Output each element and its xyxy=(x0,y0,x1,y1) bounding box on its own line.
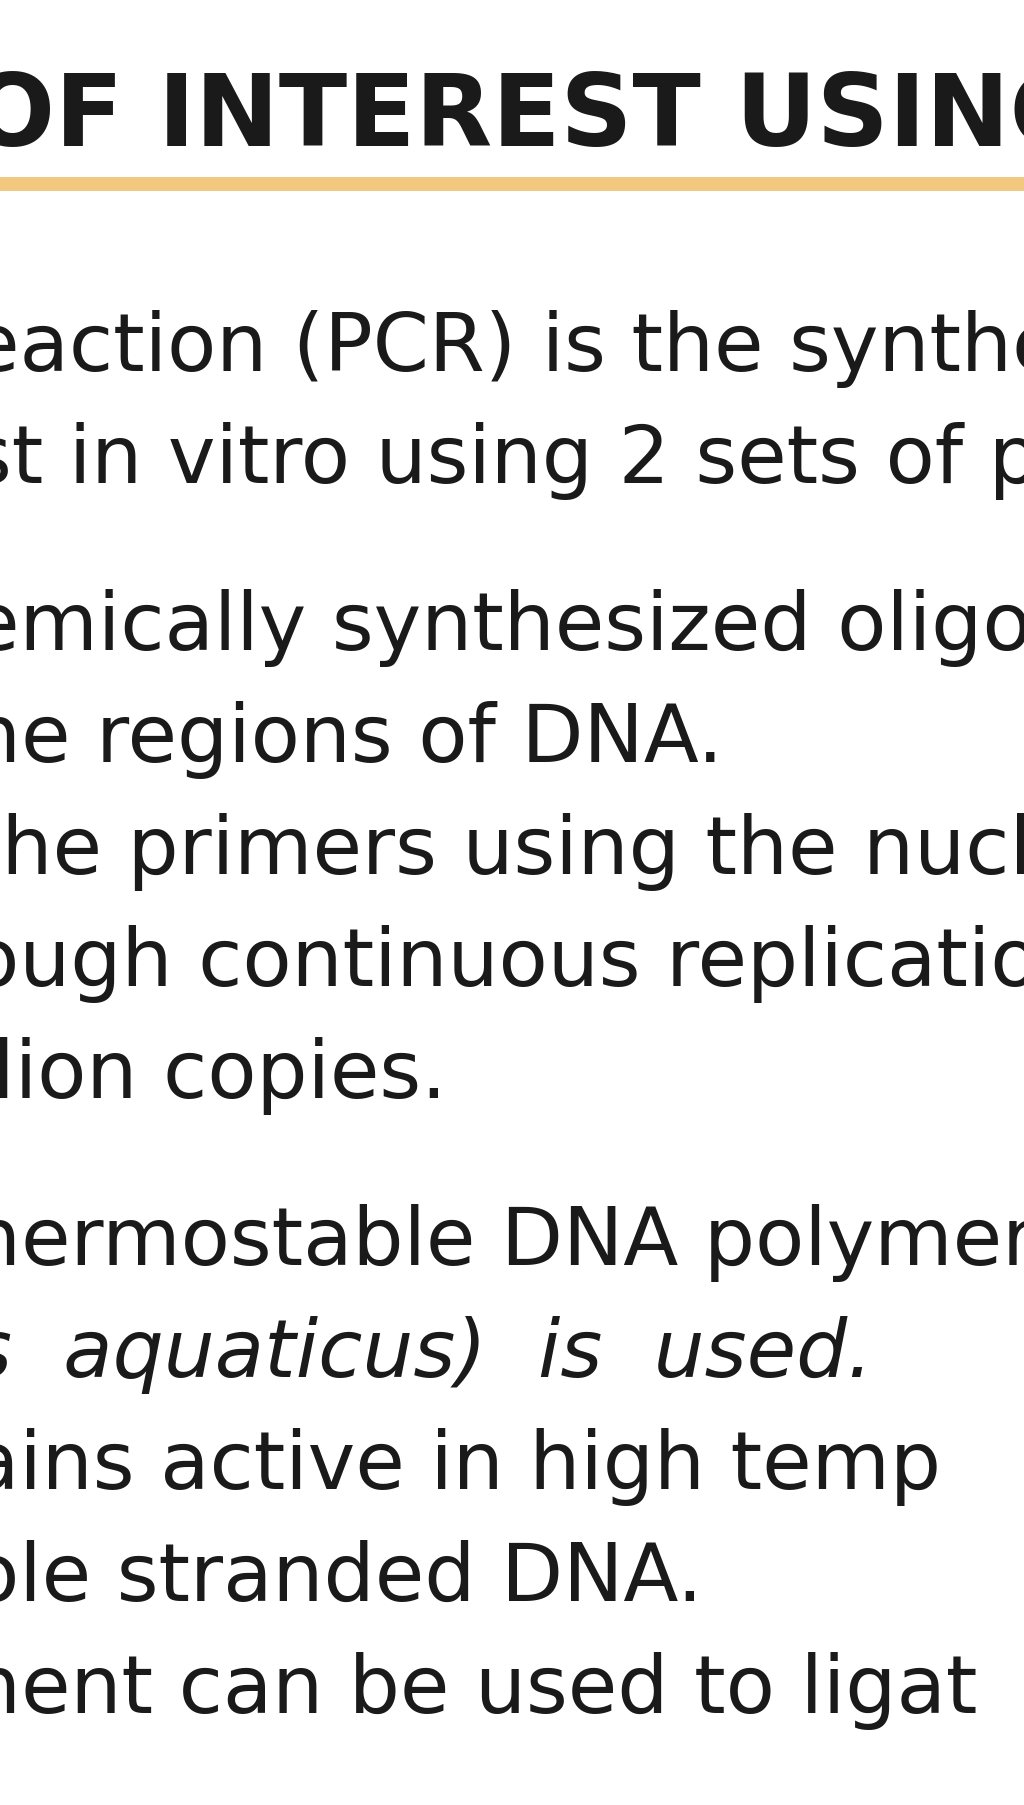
Text: nent can be used to ligat: nent can be used to ligat xyxy=(0,1652,977,1729)
Text: hermostable DNA polymerd: hermostable DNA polymerd xyxy=(0,1204,1024,1282)
Text: ains active in high temp: ains active in high temp xyxy=(0,1428,941,1505)
Text: the primers using the nucle: the primers using the nucle xyxy=(0,812,1024,890)
Text: he regions of DNA.: he regions of DNA. xyxy=(0,700,723,778)
Text: ole stranded DNA.: ole stranded DNA. xyxy=(0,1540,702,1617)
Text: eaction (PCR) is the synthes: eaction (PCR) is the synthes xyxy=(0,310,1024,388)
Text: llion copies.: llion copies. xyxy=(0,1036,446,1114)
Text: emically synthesized oligo n: emically synthesized oligo n xyxy=(0,588,1024,666)
Text: ough continuous replication: ough continuous replication xyxy=(0,924,1024,1002)
Text: st in vitro using 2 sets of pr: st in vitro using 2 sets of pr xyxy=(0,422,1024,500)
Text: s  aquaticus)  is  used.: s aquaticus) is used. xyxy=(0,1316,872,1393)
Text: OF INTEREST USING PCR: OF INTEREST USING PCR xyxy=(0,70,1024,166)
